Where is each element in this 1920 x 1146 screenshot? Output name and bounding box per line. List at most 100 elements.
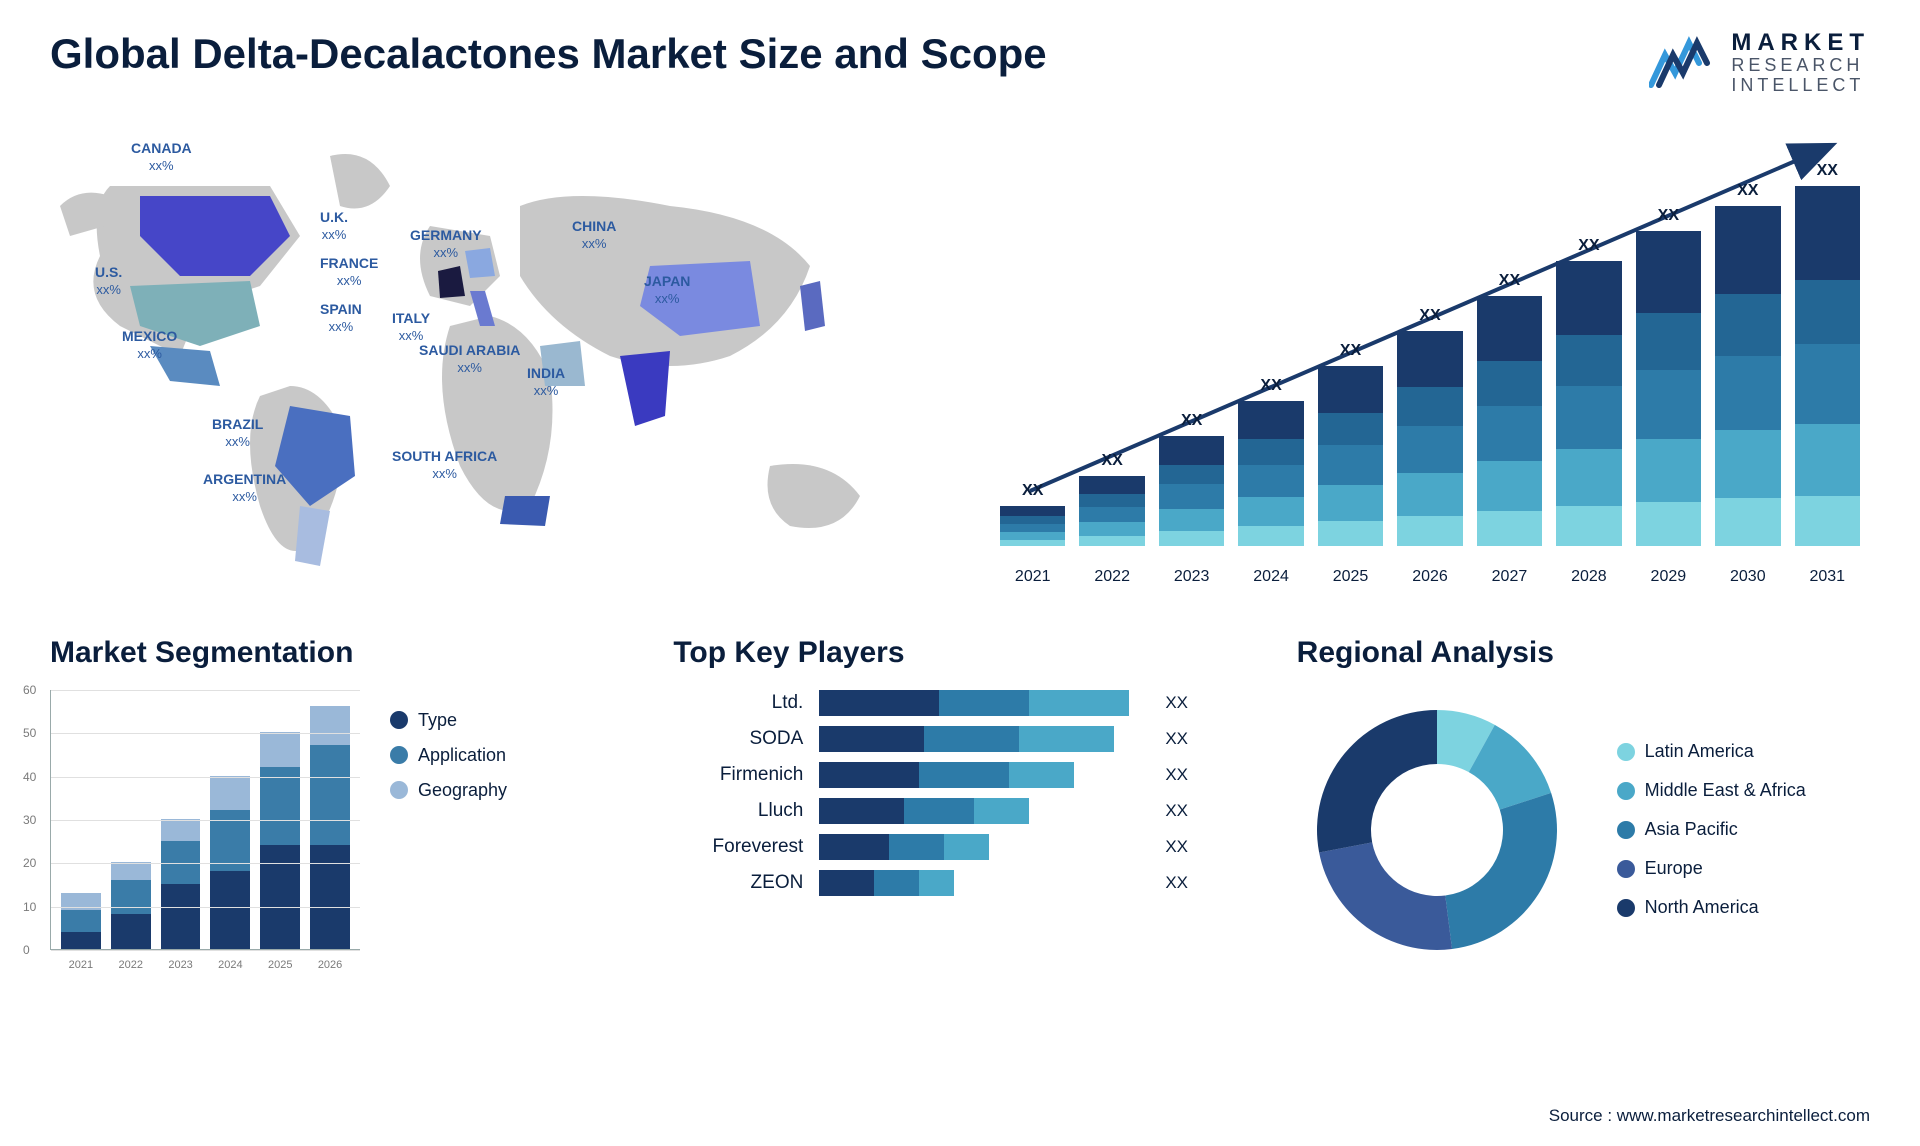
map-label: BRAZILxx% [212,416,263,450]
year-label: 2023 [161,959,201,971]
growth-bar: XX [1477,272,1542,546]
year-label: 2027 [1477,568,1542,586]
donut-slice [1445,793,1557,949]
player-value: XX [1165,873,1188,893]
segmentation-panel: Market Segmentation 20212022202320242025… [50,636,623,970]
regional-panel: Regional Analysis Latin America Middle Ea… [1297,636,1870,970]
year-label: 2022 [111,959,151,971]
segmentation-legend: Type Application Geography [390,690,507,950]
year-label: 2026 [1397,568,1462,586]
map-label: U.S.xx% [95,264,122,298]
player-name: Foreverest [673,836,803,858]
player-value: XX [1165,837,1188,857]
key-player-row: SODA XX [673,726,1246,752]
key-player-row: ZEON XX [673,870,1246,896]
map-label: ARGENTINAxx% [203,471,286,505]
donut-slice [1317,710,1437,852]
year-label: 2031 [1795,568,1860,586]
y-tick-label: 20 [23,856,36,870]
year-label: 2024 [210,959,250,971]
y-tick-label: 40 [23,770,36,784]
segmentation-chart: 202120222023202420252026 0102030405060 [50,690,360,950]
year-label: 2025 [260,959,300,971]
map-label: SOUTH AFRICAxx% [392,448,497,482]
brand-logo: MARKET RESEARCH INTELLECT [1649,30,1870,96]
bar-value-label: XX [1340,342,1361,360]
key-player-row: Lluch XX [673,798,1246,824]
legend-item: Europe [1617,858,1806,879]
year-label: 2023 [1159,568,1224,586]
key-player-row: Firmenich XX [673,762,1246,788]
bar-value-label: XX [1499,272,1520,290]
growth-bar: XX [1159,412,1224,546]
player-name: SODA [673,728,803,750]
logo-text-3: INTELLECT [1731,76,1870,96]
page-title: Global Delta-Decalactones Market Size an… [50,30,1047,78]
player-name: Lluch [673,800,803,822]
player-value: XX [1165,801,1188,821]
map-label: CHINAxx% [572,218,616,252]
legend-item: Application [390,745,507,766]
segmentation-bar [161,819,201,949]
player-value: XX [1165,729,1188,749]
map-label: U.K.xx% [320,209,348,243]
player-name: ZEON [673,872,803,894]
map-label: MEXICOxx% [122,328,177,362]
map-label: SAUDI ARABIAxx% [419,342,520,376]
growth-bar: XX [1000,482,1065,546]
growth-bar: XX [1397,307,1462,546]
key-players-title: Top Key Players [673,636,1246,670]
bar-value-label: XX [1658,207,1679,225]
year-label: 2025 [1318,568,1383,586]
logo-icon [1649,35,1719,91]
year-label: 2026 [310,959,350,971]
year-label: 2028 [1556,568,1621,586]
map-label: CANADAxx% [131,140,192,174]
year-label: 2021 [1000,568,1065,586]
regional-donut [1297,690,1577,970]
map-label: GERMANYxx% [410,227,482,261]
y-tick-label: 30 [23,813,36,827]
bar-value-label: XX [1578,237,1599,255]
y-tick-label: 60 [23,683,36,697]
donut-slice [1319,842,1452,950]
regional-legend: Latin America Middle East & Africa Asia Pa… [1617,741,1806,918]
bar-value-label: XX [1022,482,1043,500]
main-growth-chart: XXXXXXXXXXXXXXXXXXXXXX 20212022202320242… [990,126,1870,586]
world-map: CANADAxx% U.S.xx% MEXICOxx% BRAZILxx% ARGENT… [50,126,950,586]
bar-value-label: XX [1260,377,1281,395]
bar-value-label: XX [1817,162,1838,180]
player-value: XX [1165,693,1188,713]
map-label: JAPANxx% [644,273,690,307]
player-value: XX [1165,765,1188,785]
y-tick-label: 0 [23,943,30,957]
source-attribution: Source : www.marketresearchintellect.com [1549,1106,1870,1126]
map-label: ITALYxx% [392,310,430,344]
logo-text-1: MARKET [1731,30,1870,56]
growth-bar: XX [1795,162,1860,546]
year-label: 2030 [1715,568,1780,586]
legend-item: Type [390,710,507,731]
y-tick-label: 50 [23,726,36,740]
map-label: INDIAxx% [527,365,565,399]
map-label: SPAINxx% [320,301,362,335]
legend-item: Geography [390,780,507,801]
growth-bar: XX [1079,452,1144,546]
segmentation-title: Market Segmentation [50,636,623,670]
bar-value-label: XX [1181,412,1202,430]
key-player-row: Ltd.XX [673,690,1246,716]
player-name: Firmenich [673,764,803,786]
year-label: 2024 [1238,568,1303,586]
legend-item: Asia Pacific [1617,819,1806,840]
segmentation-bar [260,732,300,949]
legend-item: Latin America [1617,741,1806,762]
segmentation-bar [61,893,101,949]
growth-bar: XX [1238,377,1303,546]
growth-bar: XX [1318,342,1383,546]
growth-bar: XX [1636,207,1701,546]
map-label: FRANCExx% [320,255,378,289]
legend-item: Middle East & Africa [1617,780,1806,801]
bar-value-label: XX [1102,452,1123,470]
legend-item: North America [1617,897,1806,918]
regional-title: Regional Analysis [1297,636,1870,670]
